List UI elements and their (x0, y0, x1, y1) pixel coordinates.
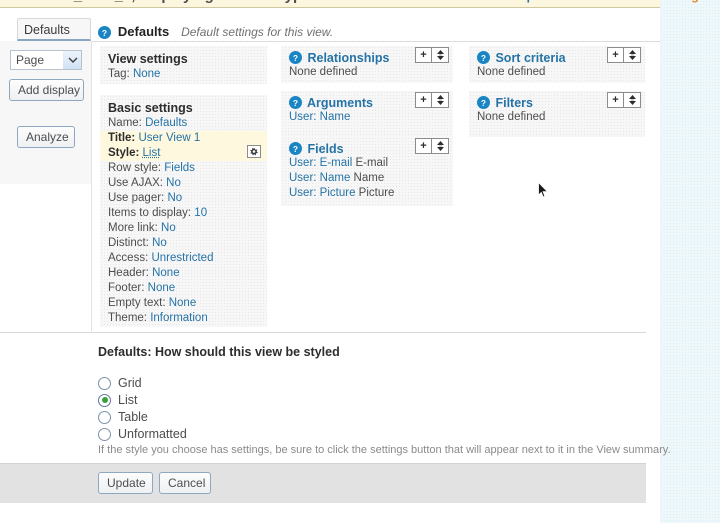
svg-text:?: ? (102, 28, 107, 38)
svg-text:?: ? (481, 98, 486, 108)
svg-text:?: ? (481, 53, 486, 63)
svg-text:?: ? (293, 53, 298, 63)
svg-text:?: ? (293, 98, 298, 108)
svg-text:?: ? (293, 144, 298, 154)
